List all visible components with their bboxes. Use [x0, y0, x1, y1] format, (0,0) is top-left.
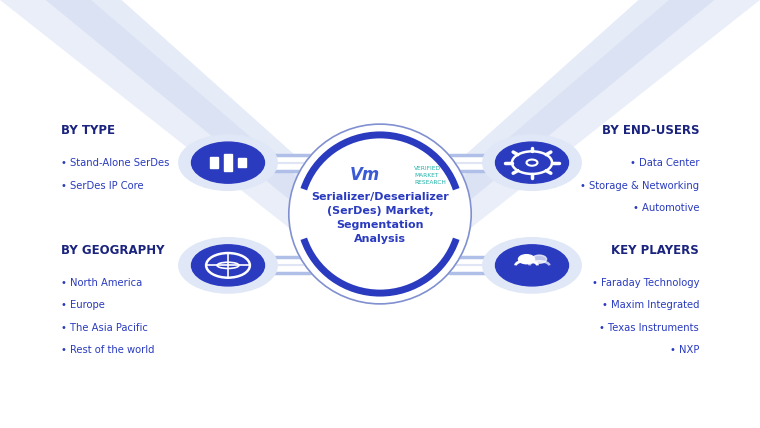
Text: Serializer/Deserializer
(SerDes) Market,
Segmentation
Analysis: Serializer/Deserializer (SerDes) Market,…: [311, 192, 449, 244]
Text: VERIFIED
MARKET
RESEARCH: VERIFIED MARKET RESEARCH: [414, 166, 446, 184]
Circle shape: [496, 142, 568, 183]
Text: • Rest of the world: • Rest of the world: [61, 345, 154, 355]
Text: BY TYPE: BY TYPE: [61, 124, 115, 137]
Circle shape: [179, 238, 277, 293]
Text: • Texas Instruments: • Texas Instruments: [600, 323, 699, 333]
Text: • Stand-Alone SerDes: • Stand-Alone SerDes: [61, 158, 169, 168]
Text: • Automotive: • Automotive: [632, 203, 699, 213]
Circle shape: [532, 255, 546, 263]
Text: • Europe: • Europe: [61, 300, 105, 310]
Bar: [224, 155, 232, 171]
Bar: [210, 157, 218, 168]
Text: BY END-USERS: BY END-USERS: [602, 124, 699, 137]
Text: Vm: Vm: [350, 166, 380, 184]
Circle shape: [192, 142, 264, 183]
Text: • Faraday Technology: • Faraday Technology: [592, 278, 699, 288]
Text: • The Asia Pacific: • The Asia Pacific: [61, 323, 147, 333]
Text: BY GEOGRAPHY: BY GEOGRAPHY: [61, 244, 164, 257]
Text: KEY PLAYERS: KEY PLAYERS: [612, 244, 699, 257]
Text: • Maxim Integrated: • Maxim Integrated: [602, 300, 699, 310]
Circle shape: [518, 255, 534, 264]
Circle shape: [179, 135, 277, 190]
Circle shape: [483, 135, 581, 190]
Bar: [238, 158, 246, 167]
Text: • North America: • North America: [61, 278, 142, 288]
Circle shape: [192, 245, 264, 286]
Ellipse shape: [289, 124, 471, 304]
Polygon shape: [46, 0, 714, 274]
Text: • Storage & Networking: • Storage & Networking: [580, 181, 699, 190]
Circle shape: [483, 238, 581, 293]
Text: • Data Center: • Data Center: [630, 158, 699, 168]
Circle shape: [496, 245, 568, 286]
Polygon shape: [0, 0, 760, 300]
Text: • SerDes IP Core: • SerDes IP Core: [61, 181, 144, 190]
Text: • NXP: • NXP: [670, 345, 699, 355]
